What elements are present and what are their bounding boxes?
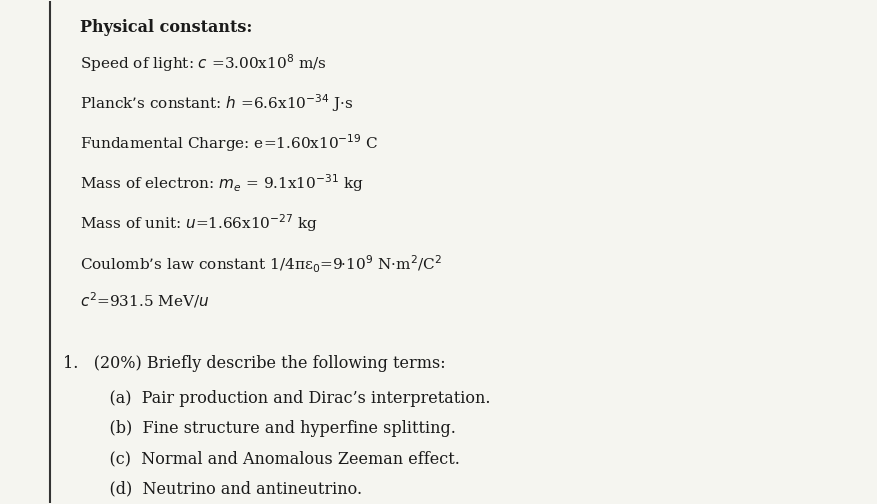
Text: Mass of electron: $m_e$ = 9.1x10$^{-31}$ kg: Mass of electron: $m_e$ = 9.1x10$^{-31}$… [80, 173, 364, 195]
Text: (c)  Normal and Anomalous Zeeman effect.: (c) Normal and Anomalous Zeeman effect. [89, 451, 460, 468]
Text: (d)  Neutrino and antineutrino.: (d) Neutrino and antineutrino. [89, 481, 361, 497]
Text: (b)  Fine structure and hyperfine splitting.: (b) Fine structure and hyperfine splitti… [89, 420, 455, 437]
Text: Mass of unit: $u$=1.66x10$^{-27}$ kg: Mass of unit: $u$=1.66x10$^{-27}$ kg [80, 213, 318, 234]
Text: Planck’s constant: $h$ =6.6x10$^{-34}$ J·s: Planck’s constant: $h$ =6.6x10$^{-34}$ J… [80, 92, 353, 114]
Text: $c^2$=931.5 MeV/$u$: $c^2$=931.5 MeV/$u$ [80, 290, 210, 309]
Text: 1.   (20%) Briefly describe the following terms:: 1. (20%) Briefly describe the following … [62, 355, 445, 372]
Text: Fundamental Charge: e=1.60x10$^{-19}$ C: Fundamental Charge: e=1.60x10$^{-19}$ C [80, 133, 378, 154]
Text: Speed of light: $c$ =3.00x10$^{8}$ m/s: Speed of light: $c$ =3.00x10$^{8}$ m/s [80, 52, 326, 74]
Text: Coulomb’s law constant 1/4πε$_0$=9·10$^{9}$ N·m$^2$/C$^2$: Coulomb’s law constant 1/4πε$_0$=9·10$^{… [80, 253, 441, 275]
Text: Physical constants:: Physical constants: [80, 20, 253, 36]
Text: (a)  Pair production and Dirac’s interpretation.: (a) Pair production and Dirac’s interpre… [89, 391, 490, 407]
